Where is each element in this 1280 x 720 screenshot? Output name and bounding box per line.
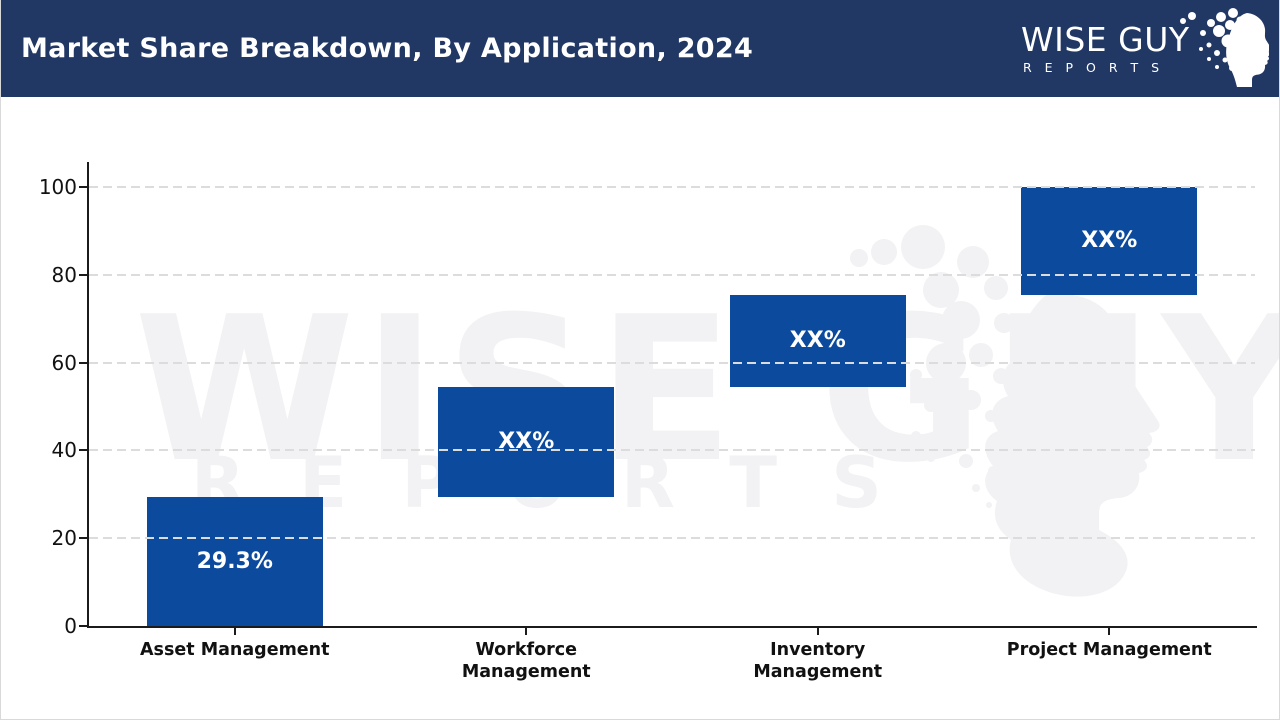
gridline-80	[89, 273, 1255, 276]
x-tick-mark	[1108, 628, 1111, 635]
y-tick-mark-0	[79, 625, 87, 627]
x-category-label: Workforce Management	[461, 640, 591, 682]
y-tick-label-20: 20	[51, 526, 77, 551]
y-axis-line	[87, 162, 89, 628]
x-tick-mark	[233, 628, 236, 635]
gridline-20	[89, 537, 1255, 540]
x-category-label: Project Management	[1006, 640, 1212, 660]
logo-dot-face-icon	[1180, 8, 1269, 87]
bar-inventory-management	[729, 294, 906, 388]
bar-workforce-management	[438, 387, 615, 498]
y-tick-label-100: 100	[38, 175, 77, 199]
bar-project-management	[1021, 187, 1198, 295]
x-axis-line	[87, 626, 1257, 628]
x-category-label: Asset Management	[139, 640, 330, 660]
x-tick-mark	[816, 628, 819, 635]
page-title: Market Share Breakdown, By Application, …	[21, 33, 754, 64]
gridline-40	[89, 449, 1255, 452]
y-tick-label-60: 60	[51, 350, 77, 375]
y-tick-label-80: 80	[51, 262, 77, 287]
y-tick-mark-100	[79, 186, 87, 188]
gridline-100	[89, 186, 1255, 188]
x-category-label: Inventory Management	[753, 640, 883, 682]
logo-subtext: R E P O R T S	[1023, 60, 1164, 75]
bar-value-label: 29.3%	[196, 548, 273, 574]
y-tick-mark-60	[79, 361, 87, 364]
y-tick-label-0: 0	[64, 614, 77, 638]
y-tick-mark-40	[79, 449, 87, 452]
gridline-60	[89, 361, 1255, 364]
bar-value-label: XX%	[789, 327, 846, 353]
y-tick-label-40: 40	[51, 438, 77, 463]
logo-wordmark: WISE GUY	[1021, 20, 1190, 59]
bar-asset-management	[146, 497, 323, 626]
y-tick-mark-20	[79, 537, 87, 540]
watermark-dot-face-icon	[850, 225, 1160, 597]
x-tick-mark	[525, 628, 528, 635]
wise-guy-reports-logo: WISE GUY R E P O R T S	[1021, 8, 1269, 87]
bar-value-label: XX%	[498, 429, 555, 455]
header-bar: Market Share Breakdown, By Application, …	[1, 0, 1279, 97]
bar-value-label: XX%	[1081, 227, 1138, 253]
y-tick-mark-80	[79, 273, 87, 276]
